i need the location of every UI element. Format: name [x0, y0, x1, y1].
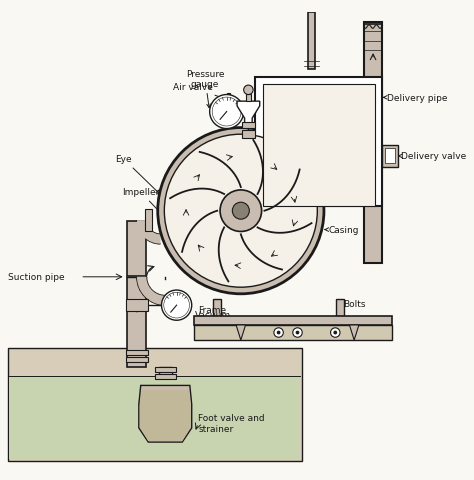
Bar — [128, 277, 146, 367]
Polygon shape — [349, 325, 359, 340]
Circle shape — [220, 191, 262, 232]
Text: Delivery pipe: Delivery pipe — [383, 94, 448, 103]
Text: Foot valve and
strainer: Foot valve and strainer — [198, 414, 265, 433]
Polygon shape — [236, 325, 246, 340]
Bar — [128, 258, 146, 278]
Bar — [128, 222, 146, 276]
Bar — [280, 94, 283, 211]
Text: Pressure
gauge: Pressure gauge — [186, 70, 224, 108]
Circle shape — [274, 328, 283, 337]
Text: Air valve: Air valve — [173, 84, 240, 106]
Bar — [246, 95, 251, 102]
Bar — [241, 197, 260, 206]
Text: Base plate: Base plate — [203, 316, 251, 325]
Bar — [364, 199, 383, 206]
Circle shape — [293, 328, 302, 337]
Circle shape — [277, 331, 281, 335]
Circle shape — [244, 86, 253, 96]
Text: Eye: Eye — [115, 155, 160, 194]
Polygon shape — [140, 390, 191, 441]
Circle shape — [158, 128, 324, 294]
Bar — [263, 85, 375, 206]
Bar — [126, 357, 148, 362]
Bar — [336, 299, 344, 316]
Bar — [255, 77, 383, 206]
Circle shape — [212, 98, 241, 127]
Bar — [146, 209, 152, 232]
Bar — [155, 368, 176, 372]
Bar — [213, 299, 221, 316]
Circle shape — [164, 293, 190, 318]
Bar — [8, 348, 302, 461]
Bar — [175, 209, 182, 232]
Bar — [126, 351, 148, 356]
Bar — [9, 376, 301, 459]
Polygon shape — [139, 385, 191, 442]
Bar — [385, 149, 395, 164]
Circle shape — [333, 331, 337, 335]
Bar — [242, 123, 255, 128]
Bar — [160, 211, 161, 230]
Polygon shape — [137, 221, 161, 244]
Bar — [364, 23, 383, 263]
Circle shape — [296, 331, 300, 335]
Text: Frame: Frame — [199, 306, 227, 315]
Circle shape — [232, 203, 249, 220]
Circle shape — [164, 135, 317, 288]
Polygon shape — [237, 102, 260, 125]
Bar — [193, 325, 392, 340]
Bar — [227, 94, 230, 211]
Circle shape — [162, 290, 191, 321]
Bar — [308, 13, 315, 70]
Bar — [193, 316, 392, 325]
Text: Suction pipe: Suction pipe — [8, 273, 64, 282]
Text: Bolts: Bolts — [343, 299, 365, 308]
Bar — [126, 300, 148, 311]
Bar — [383, 145, 398, 168]
Text: Vacuum
pressure
gauge: Vacuum pressure gauge — [194, 310, 234, 340]
Bar — [159, 367, 172, 385]
Text: Impeller: Impeller — [122, 188, 174, 228]
Bar — [155, 374, 176, 379]
Circle shape — [210, 96, 244, 129]
Circle shape — [330, 328, 340, 337]
Polygon shape — [137, 277, 165, 305]
Text: Delivery valve: Delivery valve — [398, 152, 466, 161]
Bar — [242, 131, 255, 139]
Text: Foundation: Foundation — [302, 330, 353, 339]
Text: Casing: Casing — [325, 226, 359, 235]
Text: Funnel: Funnel — [256, 86, 297, 109]
